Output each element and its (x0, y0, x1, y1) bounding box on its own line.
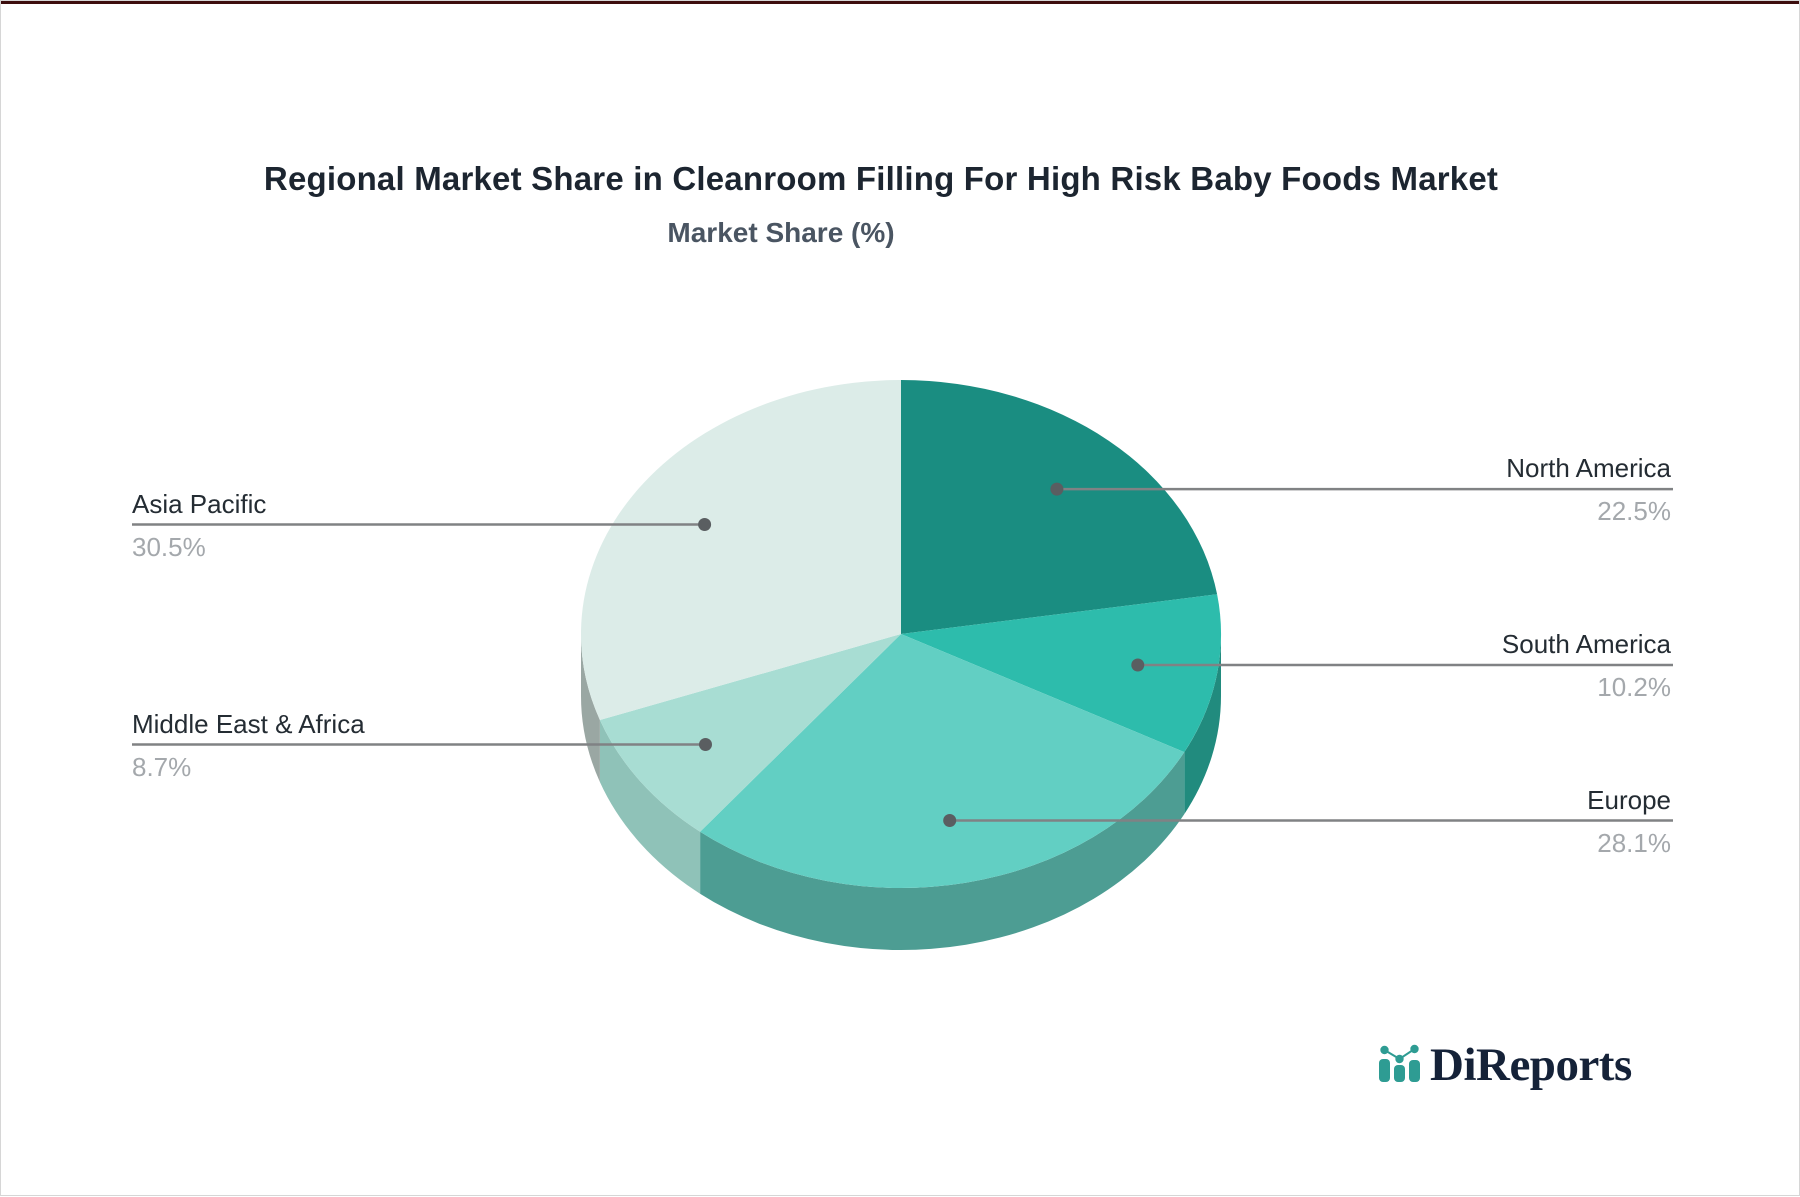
pie-slice-side-middle-east-africa (599, 720, 701, 894)
chart-title: Regional Market Share in Cleanroom Filli… (263, 160, 1499, 198)
pie-slice-south-america[interactable] (901, 594, 1222, 753)
pie-slice-asia-pacific[interactable] (580, 380, 901, 720)
mini-bar-line-chart-icon (1379, 1044, 1420, 1082)
region-label: North America (1506, 453, 1671, 484)
top-accent-bar (1, 1, 1799, 4)
leader-dot-asia-pacific (698, 518, 712, 531)
region-label: Asia Pacific (132, 488, 267, 519)
region-label: Europe (1587, 784, 1671, 815)
region-percent: 30.5% (132, 531, 206, 562)
leader-dot-north-america (1050, 482, 1064, 496)
region-label: South America (1501, 629, 1671, 659)
chart-subtitle: Market Share (%) (667, 217, 895, 249)
region-percent: 8.7% (132, 751, 192, 782)
region-percent: 22.5% (1597, 496, 1671, 527)
pie-slice-side-south-america (1184, 634, 1221, 815)
region-percent: 28.1% (1597, 827, 1671, 858)
region-label: Middle East & Africa (132, 708, 365, 739)
pie-slice-europe[interactable] (700, 634, 1185, 888)
direports-logo: DiReports (1377, 1037, 1632, 1093)
direports-logo-text: DiReports (1430, 1039, 1632, 1091)
leader-dot-south-america (1131, 658, 1145, 672)
leader-dot-middle-east-africa (699, 738, 712, 751)
leader-dot-europe (943, 814, 957, 827)
pie-slice-side-europe (700, 752, 1185, 950)
pie-slice-north-america[interactable] (901, 380, 1218, 634)
region-percent: 10.2% (1597, 672, 1671, 702)
pie-slice-middle-east-africa[interactable] (599, 634, 901, 832)
